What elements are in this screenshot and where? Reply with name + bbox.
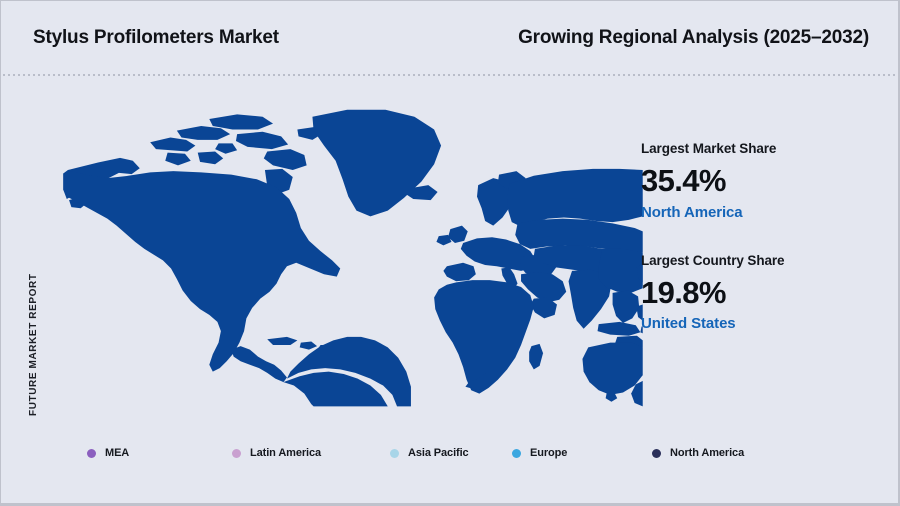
stat-label: Largest Country Share [641, 252, 785, 268]
header: Stylus Profilometers Market Growing Regi… [1, 1, 898, 74]
legend-item-asia-pacific: Asia Pacific [390, 447, 469, 459]
world-map-svg [63, 109, 643, 407]
map-landmass-group [63, 109, 643, 407]
legend-dot-icon [512, 448, 521, 458]
brand-watermark: FUTURE MARKET REPORT [28, 273, 39, 416]
legend-label: Europe [530, 447, 568, 459]
legend-item-europe: Europe [512, 447, 567, 459]
stat-value: 35.4% [641, 163, 727, 198]
legend-item-mea: MEA [87, 447, 129, 459]
stat-value: 19.8% [641, 274, 727, 310]
legend-dot-icon [652, 448, 661, 458]
legend-dot-icon [390, 448, 399, 458]
legend-label: MEA [105, 447, 130, 459]
legend-dot-icon [87, 448, 96, 458]
legend-label: North America [670, 447, 745, 459]
legend-dot-icon [232, 448, 241, 458]
header-subtitle: Growing Regional Analysis (2025–2032) [518, 26, 869, 48]
legend-label: Latin America [250, 447, 322, 459]
stat-label: Largest Market Share [641, 141, 777, 156]
legend-item-latin-america: Latin America [232, 447, 321, 459]
header-divider [3, 74, 898, 76]
stat-largest-market-share: Largest Market Share 35.4% North America [641, 141, 891, 221]
legend-label: Asia Pacific [408, 447, 469, 459]
legend-item-north-america: North America [652, 447, 744, 459]
stat-largest-country-share: Largest Country Share 19.8% United State… [641, 253, 891, 333]
stat-region: United States [641, 315, 736, 333]
page-title: Stylus Profilometers Market [33, 26, 279, 48]
stat-region: North America [641, 203, 743, 221]
legend: MEA Latin America Asia Pacific Europe No… [87, 447, 787, 469]
world-map [63, 97, 643, 407]
stats-panel: Largest Market Share 35.4% North America… [641, 141, 891, 364]
